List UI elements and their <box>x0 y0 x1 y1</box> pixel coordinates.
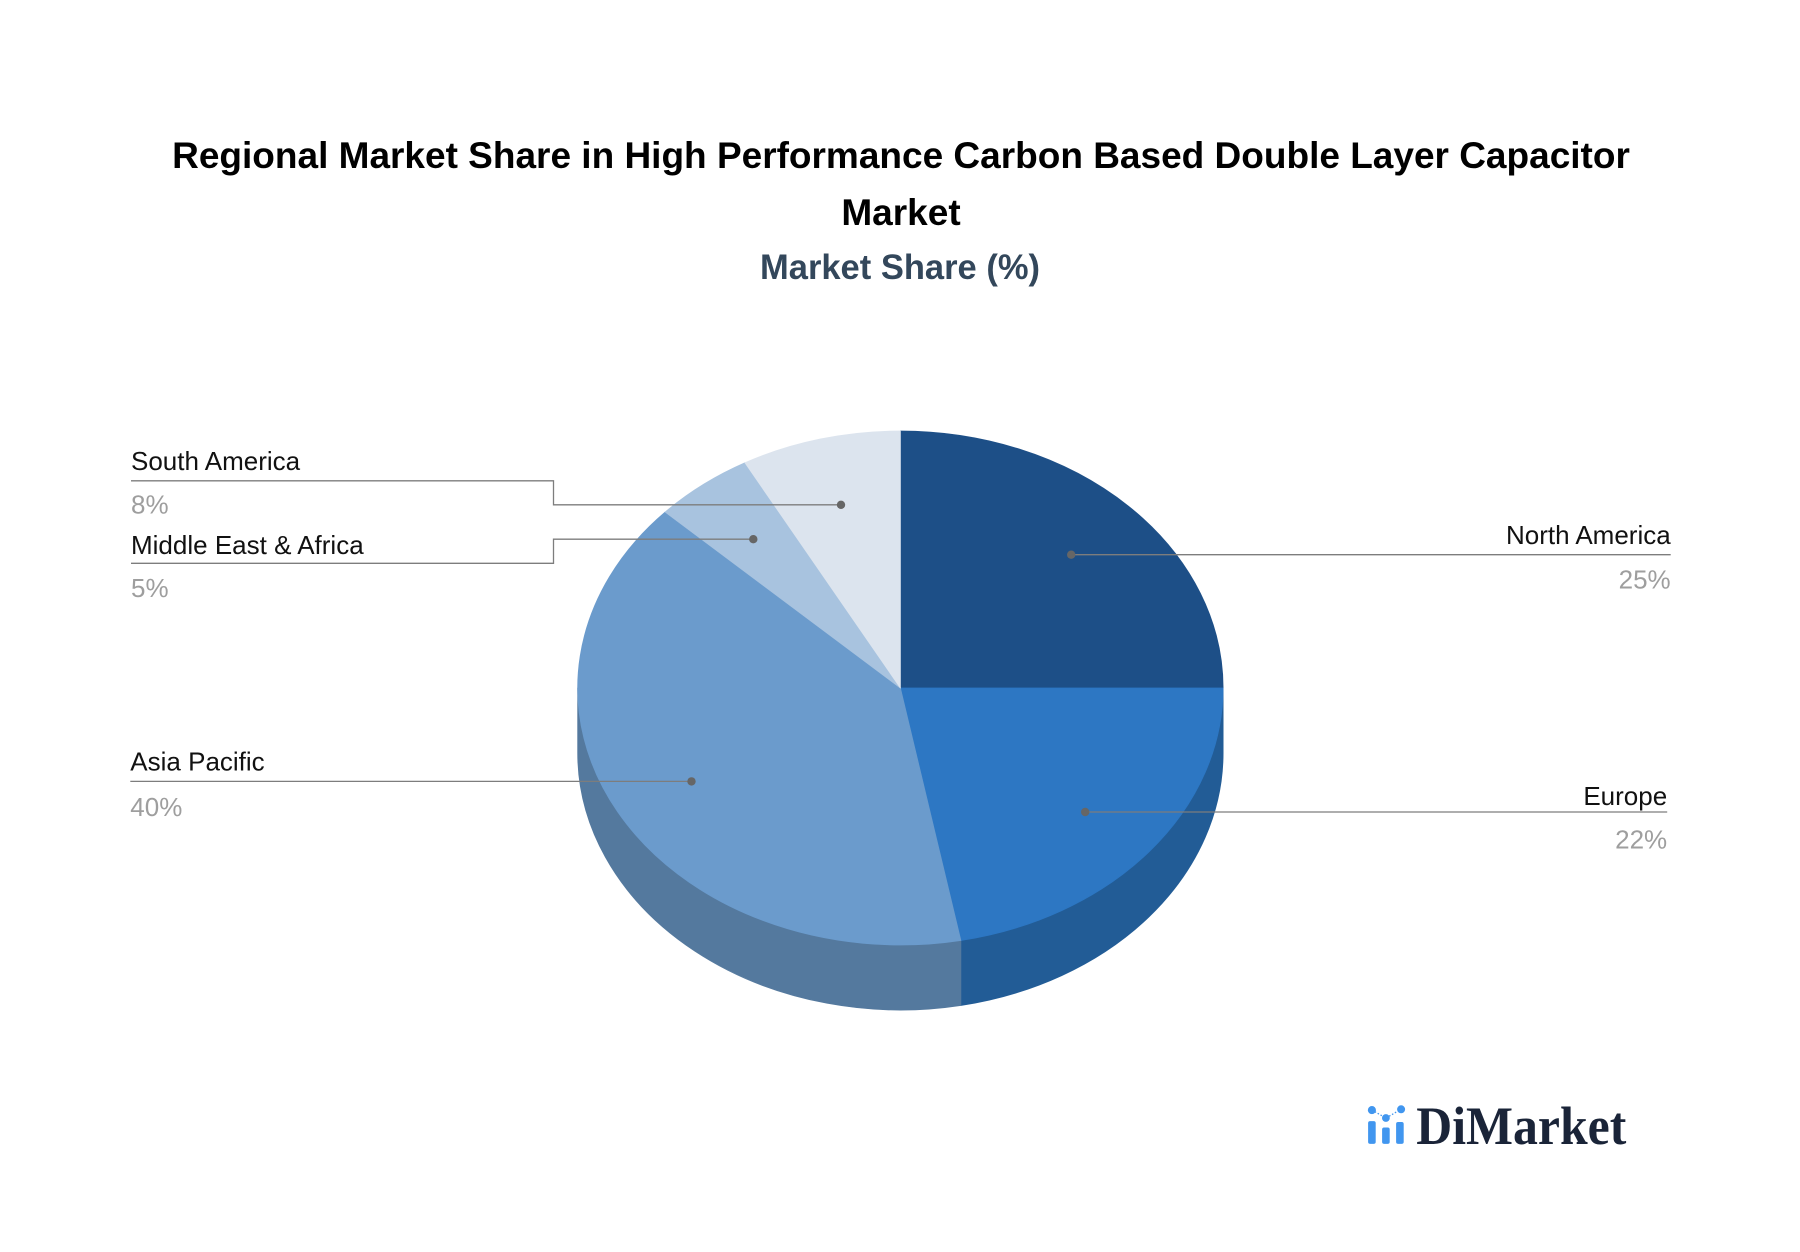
svg-text:Market Share (%): Market Share (%) <box>760 248 1040 287</box>
svg-text:North America: North America <box>1506 520 1671 550</box>
svg-text:DiMarket: DiMarket <box>1416 1096 1626 1156</box>
svg-text:Middle East & Africa: Middle East & Africa <box>131 530 364 560</box>
svg-text:South America: South America <box>131 446 301 476</box>
svg-text:25%: 25% <box>1619 565 1671 595</box>
svg-text:Asia Pacific: Asia Pacific <box>130 747 264 777</box>
svg-text:22%: 22% <box>1615 825 1667 855</box>
svg-text:Regional Market Share in High: Regional Market Share in High Performanc… <box>172 135 1630 176</box>
svg-text:Europe: Europe <box>1583 781 1667 811</box>
svg-text:Market: Market <box>841 192 960 233</box>
svg-text:5%: 5% <box>131 573 169 603</box>
svg-text:40%: 40% <box>130 792 182 822</box>
svg-text:8%: 8% <box>131 490 169 520</box>
